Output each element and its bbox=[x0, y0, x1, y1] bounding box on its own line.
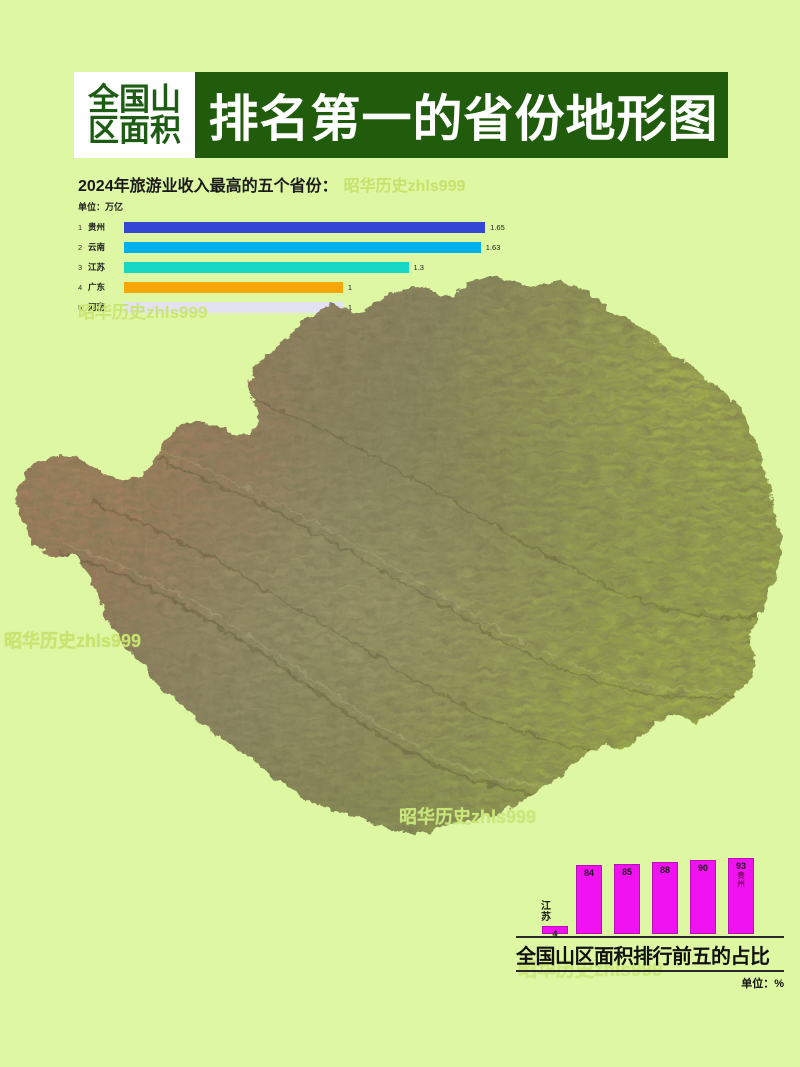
province-landmass bbox=[16, 276, 780, 834]
table-row: 2 云南 1.63 bbox=[78, 240, 518, 254]
bar-category-label: 江苏 bbox=[88, 262, 106, 272]
bar-value-label: 1.65 bbox=[490, 222, 505, 232]
bar-rank: 1 bbox=[78, 222, 83, 232]
bar-segment bbox=[124, 261, 409, 273]
bar-rank: 4 bbox=[78, 282, 83, 292]
table-row: 3 江苏 1.3 bbox=[78, 260, 518, 274]
page-header: 全国山 区面积 排名第一的省份地形图 bbox=[74, 72, 728, 158]
bar-category-label: 贵州 bbox=[88, 222, 106, 232]
bar-segment bbox=[124, 301, 343, 313]
mountain-chart-caption: 全国山区面积排行前五的占比 bbox=[516, 940, 784, 972]
bar-segment bbox=[124, 241, 481, 253]
bar-category-label: 河南 bbox=[88, 302, 106, 312]
mountain-area-share-chart: 4 江苏 84 85 88 90 93 贵州 全国山区面积排行前五的占比 单位：% bbox=[516, 852, 784, 990]
bar-value-label: 4 bbox=[552, 929, 558, 939]
bar-track: 1 bbox=[124, 301, 518, 313]
watermark-text: 昭华历史zhls999 bbox=[399, 807, 537, 827]
bar-rank: 2 bbox=[78, 242, 83, 252]
header-badge-line2: 区面积 bbox=[88, 113, 181, 148]
guizhou-terrain-relief bbox=[16, 276, 780, 834]
bar-value-label: 1.63 bbox=[485, 242, 501, 252]
tourism-chart-title: 2024年旅游业收入最高的五个省份： bbox=[78, 178, 338, 195]
bar-track: 1.63 bbox=[124, 241, 518, 253]
bar-rank: 3 bbox=[78, 262, 83, 272]
bar-column: 4 bbox=[542, 926, 568, 939]
bar-value-label: 85 bbox=[621, 867, 632, 878]
bar-value-label: 1 bbox=[347, 302, 353, 312]
watermark-text: 昭华历史zhls999 bbox=[4, 631, 142, 651]
page-title: 排名第一的省份地形图 bbox=[208, 91, 719, 147]
bar-category-label: 贵州 bbox=[737, 870, 745, 888]
bar-track: 1.3 bbox=[124, 261, 518, 273]
bar-column: 84 bbox=[576, 865, 602, 934]
bar-value-label: 93 bbox=[735, 860, 746, 871]
bar-value-label: 90 bbox=[697, 863, 708, 874]
table-row: 1 贵州 1.65 bbox=[78, 220, 518, 234]
bar-column: 88 bbox=[652, 861, 678, 934]
watermark-text: 昭华历史zhls999 bbox=[78, 303, 208, 322]
bar-track: 1 bbox=[124, 281, 518, 293]
table-row: 5 河南 1 bbox=[78, 300, 518, 314]
header-title-bar: 排名第一的省份地形图 bbox=[195, 72, 728, 158]
bar-column: 93 贵州 bbox=[728, 857, 754, 934]
bar-value-label: 1.3 bbox=[413, 262, 424, 272]
terrain-map bbox=[0, 252, 800, 872]
bar-track: 1.65 bbox=[124, 221, 518, 233]
tourism-chart-unit-label: 单位：万亿 bbox=[78, 202, 124, 212]
table-row: 4 广东 1 bbox=[78, 280, 518, 294]
header-badge-line1: 全国山 bbox=[88, 82, 181, 117]
bar-column: 90 bbox=[690, 860, 716, 934]
watermark-text: 昭华历史zhls999 bbox=[343, 178, 466, 195]
bar-category-label: 江苏 bbox=[541, 901, 551, 923]
bar-value-label: 84 bbox=[583, 868, 594, 879]
bar-value-label: 88 bbox=[659, 864, 670, 875]
bar-segment bbox=[124, 221, 486, 233]
bar-value-label: 1 bbox=[347, 282, 353, 292]
mountain-chart-bars: 4 江苏 84 85 88 90 93 贵州 bbox=[516, 852, 784, 939]
mountain-chart-unit-label: 单位：% bbox=[741, 978, 784, 990]
bar-rank: 5 bbox=[78, 302, 83, 312]
tourism-revenue-chart: 2024年旅游业收入最高的五个省份： 昭华历史zhls999 单位：万亿 1 贵州… bbox=[78, 172, 518, 322]
bar-segment bbox=[124, 281, 343, 293]
header-badge: 全国山 区面积 bbox=[74, 72, 195, 158]
bar-category-label: 云南 bbox=[88, 242, 106, 252]
tourism-chart-title-row: 2024年旅游业收入最高的五个省份： 昭华历史zhls999 bbox=[78, 172, 518, 196]
chart-baseline bbox=[516, 936, 784, 938]
bar-column: 85 bbox=[614, 864, 640, 934]
bar-category-label: 广东 bbox=[88, 282, 106, 292]
tourism-chart-bars: 1 贵州 1.65 2 云南 1.63 3 江苏 1.3 4 广东 1 5 河南 1 bbox=[78, 220, 518, 314]
